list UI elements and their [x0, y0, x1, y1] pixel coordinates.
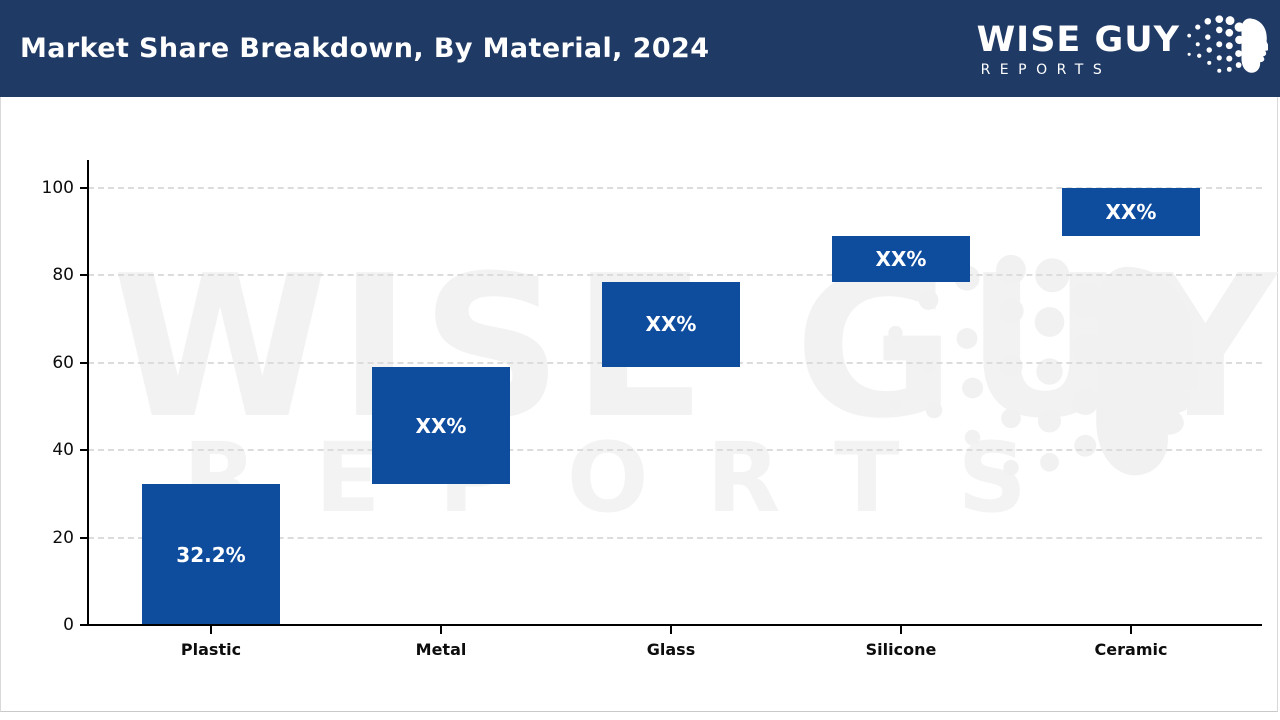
x-tick-glass: [670, 626, 672, 634]
y-tick-label-0: 0: [63, 615, 74, 635]
y-tick-0: [80, 624, 88, 626]
y-tick-100: [80, 186, 88, 189]
y-tick-label-80: 80: [52, 265, 74, 285]
header-banner: Market Share Breakdown, By Material, 202…: [0, 0, 1280, 97]
y-tick-label-20: 20: [52, 527, 74, 548]
bar-value-label-ceramic: XX%: [1105, 199, 1157, 224]
gridline-40: [88, 449, 1262, 451]
x-category-label-glass: Glass: [646, 640, 696, 659]
x-category-label-ceramic: Ceramic: [1094, 640, 1168, 659]
bar-value-label-silicone: XX%: [875, 246, 927, 271]
y-tick-60: [80, 361, 88, 364]
x-tick-ceramic: [1130, 626, 1132, 634]
x-tick-silicone: [900, 626, 902, 634]
bar-glass: [602, 282, 740, 367]
y-tick-label-40: 40: [52, 440, 74, 460]
brand-name: WISE GUY: [976, 19, 1180, 60]
x-category-label-silicone: Silicone: [865, 640, 937, 659]
bar-plastic: [142, 484, 280, 625]
head-profile-dots-icon: [1187, 15, 1268, 73]
bar-ceramic: [1062, 187, 1200, 236]
page-title: Market Share Breakdown, By Material, 202…: [20, 33, 710, 64]
brand-subname: REPORTS: [980, 61, 1112, 78]
y-tick-label-60: 60: [52, 352, 74, 373]
brand-logo: WISE GUY REPORTS: [977, 8, 1268, 92]
bar-value-label-metal: XX%: [415, 413, 467, 438]
x-category-label-metal: Metal: [415, 640, 467, 659]
bar-value-label-plastic: 32.2%: [176, 542, 246, 567]
bar-metal: [372, 366, 510, 485]
x-category-label-plastic: Plastic: [180, 640, 242, 659]
y-tick-label-100: 100: [41, 177, 74, 198]
x-tick-metal: [440, 626, 442, 634]
x-tick-plastic: [210, 626, 212, 634]
y-tick-80: [80, 274, 88, 276]
brand-logo-text: WISE GUY REPORTS: [976, 19, 1180, 78]
bar-value-label-glass: XX%: [645, 312, 697, 337]
watermark-head-profile-icon: [888, 254, 1198, 476]
bar-silicone: [832, 235, 970, 282]
watermark-subtext: REPORTS: [183, 422, 1085, 534]
gridline-100: [88, 186, 1262, 189]
gridline-80: [88, 274, 1262, 276]
y-axis-line: [87, 160, 89, 626]
y-tick-20: [80, 536, 88, 539]
y-tick-40: [80, 449, 88, 451]
gridline-20: [88, 536, 1262, 539]
x-axis-line: [87, 624, 1262, 626]
